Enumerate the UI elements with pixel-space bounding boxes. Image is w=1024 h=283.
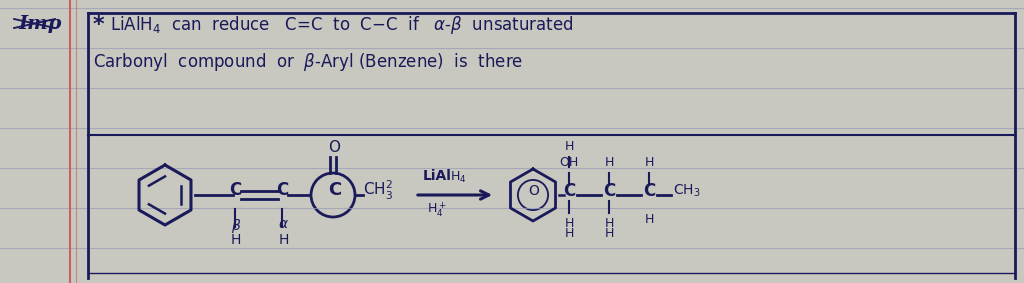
Text: H: H <box>604 217 613 230</box>
Text: H: H <box>279 233 290 247</box>
Text: C: C <box>328 181 341 199</box>
Text: H: H <box>604 156 613 169</box>
Text: H: H <box>564 217 573 230</box>
Text: OH: OH <box>559 156 579 169</box>
Text: H: H <box>644 213 653 226</box>
Text: C: C <box>229 181 242 199</box>
Text: $\beta$: $\beta$ <box>231 217 242 235</box>
Text: CH$_3$: CH$_3$ <box>673 183 700 199</box>
Text: LiAlH$_4$  can  reduce   C=C  to  C$-$C  if   $\alpha$-$\beta$  unsaturated: LiAlH$_4$ can reduce C=C to C$-$C if $\a… <box>110 14 573 36</box>
Text: C: C <box>603 182 615 200</box>
Text: C: C <box>643 182 655 200</box>
Text: $\alpha$: $\alpha$ <box>278 217 289 231</box>
Text: CH$_3^2$: CH$_3^2$ <box>362 178 393 201</box>
Text: C: C <box>276 181 288 199</box>
Text: H: H <box>231 233 242 247</box>
Text: Imp: Imp <box>18 15 61 33</box>
Text: C: C <box>563 182 575 200</box>
Text: *: * <box>93 15 104 35</box>
Text: H: H <box>564 140 573 153</box>
Text: O: O <box>328 140 340 155</box>
Text: Carbonyl  compound  or  $\beta$-Aryl (Benzene)  is  there: Carbonyl compound or $\beta$-Aryl (Benze… <box>93 51 523 73</box>
Text: H: H <box>604 227 613 240</box>
Text: O: O <box>528 184 539 198</box>
Text: LiAl: LiAl <box>423 169 452 183</box>
Text: H: H <box>644 156 653 169</box>
Text: H$_4$: H$_4$ <box>450 170 467 185</box>
Text: H$_4^+$: H$_4^+$ <box>427 200 446 219</box>
Text: H: H <box>564 227 573 240</box>
